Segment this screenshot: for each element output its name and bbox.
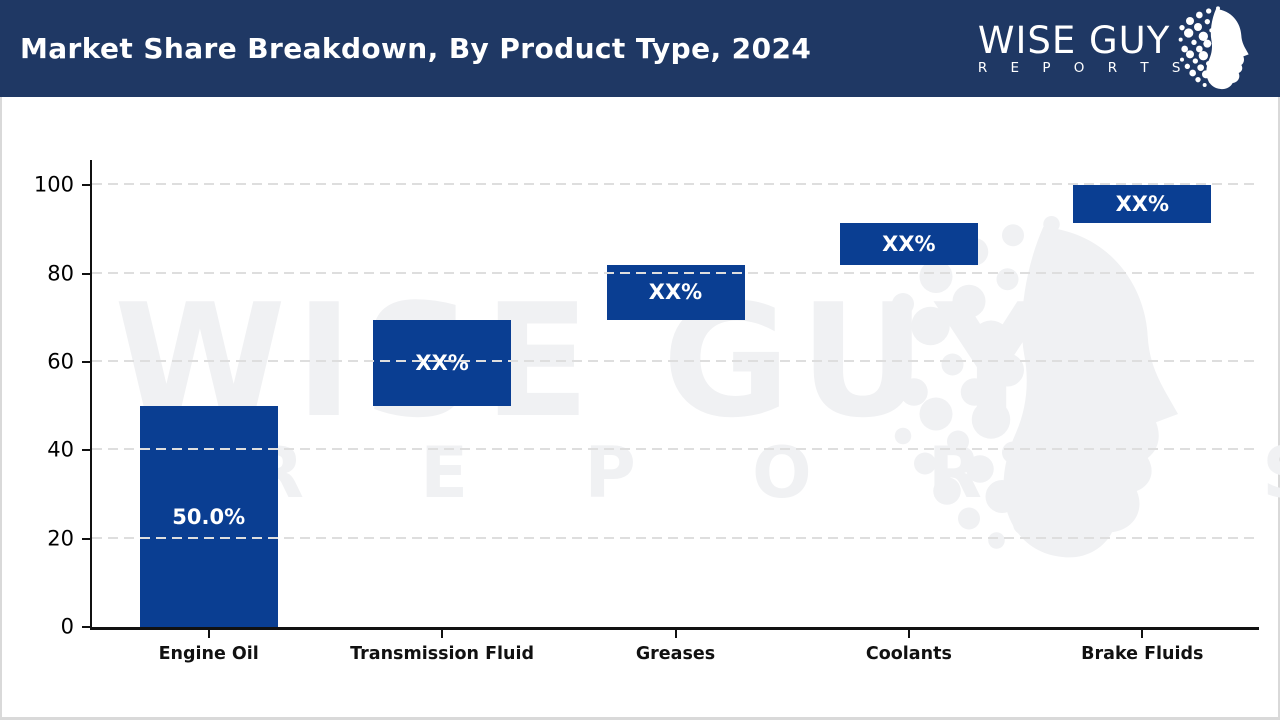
x-axis-tick-1 <box>441 630 444 638</box>
logo-wordmark: WISE GUY <box>977 18 1171 62</box>
x-axis-tick-4 <box>1141 630 1144 638</box>
bar-coolants: XX% <box>839 222 978 265</box>
x-tick-label-3: Coolants <box>865 644 952 664</box>
bar-greases: XX% <box>606 264 745 320</box>
y-axis-tick-20 <box>82 537 90 540</box>
bar-value-label: XX% <box>648 280 703 305</box>
y-tick-label-80: 80 <box>47 261 74 286</box>
y-axis-tick-80 <box>82 272 90 275</box>
y-tick-label-60: 60 <box>47 349 74 374</box>
bar-value-label: 50.0% <box>172 504 246 529</box>
head-profile-dots-icon <box>1178 5 1249 89</box>
gridline-y-60 <box>92 359 1259 362</box>
y-tick-label-0: 0 <box>60 614 74 639</box>
gridline-y-100 <box>92 183 1259 186</box>
y-tick-label-20: 20 <box>47 526 74 551</box>
bar-engine-oil: 50.0% <box>139 406 278 627</box>
x-tick-label-0: Engine Oil <box>158 644 259 664</box>
x-tick-label-2: Greases <box>635 644 716 664</box>
header-bar: Market Share Breakdown, By Product Type,… <box>0 0 1280 97</box>
plot-area: 0 20 40 60 80 100 50.0% Engine Oil XX% Transmissi… <box>34 160 1259 664</box>
chart-title: Market Share Breakdown, By Product Type,… <box>20 32 812 65</box>
y-axis-tick-0 <box>82 626 90 628</box>
y-tick-label-100: 100 <box>33 172 74 197</box>
x-axis-tick-2 <box>674 630 677 638</box>
x-tick-label-4: Brake Fluids <box>1081 644 1204 664</box>
x-tick-label-1: Transmission Fluid <box>350 644 535 664</box>
gridline-y-40 <box>92 448 1259 451</box>
bar-value-label: XX% <box>415 351 469 376</box>
y-axis-tick-60 <box>82 360 90 363</box>
logo-tagline: R E P O R T S <box>977 59 1190 76</box>
logo-text: WISE GUY R E P O R T S <box>978 22 1190 76</box>
bar-value-label: XX% <box>1115 191 1170 216</box>
bar-transmission-fluid: XX% <box>373 319 512 407</box>
y-axis-tick-40 <box>82 449 90 452</box>
x-axis-tick-0 <box>207 630 210 638</box>
y-tick-label-40: 40 <box>47 437 74 462</box>
gridline-y-20 <box>92 536 1259 539</box>
wise-guy-logo: WISE GUY R E P O R T S <box>978 5 1254 93</box>
bar-value-label: XX% <box>882 231 936 256</box>
y-axis-tick-100 <box>82 184 90 187</box>
x-axis-tick-3 <box>907 630 910 638</box>
bar-brake-fluids: XX% <box>1073 185 1212 223</box>
gridline-y-80 <box>92 271 1259 274</box>
